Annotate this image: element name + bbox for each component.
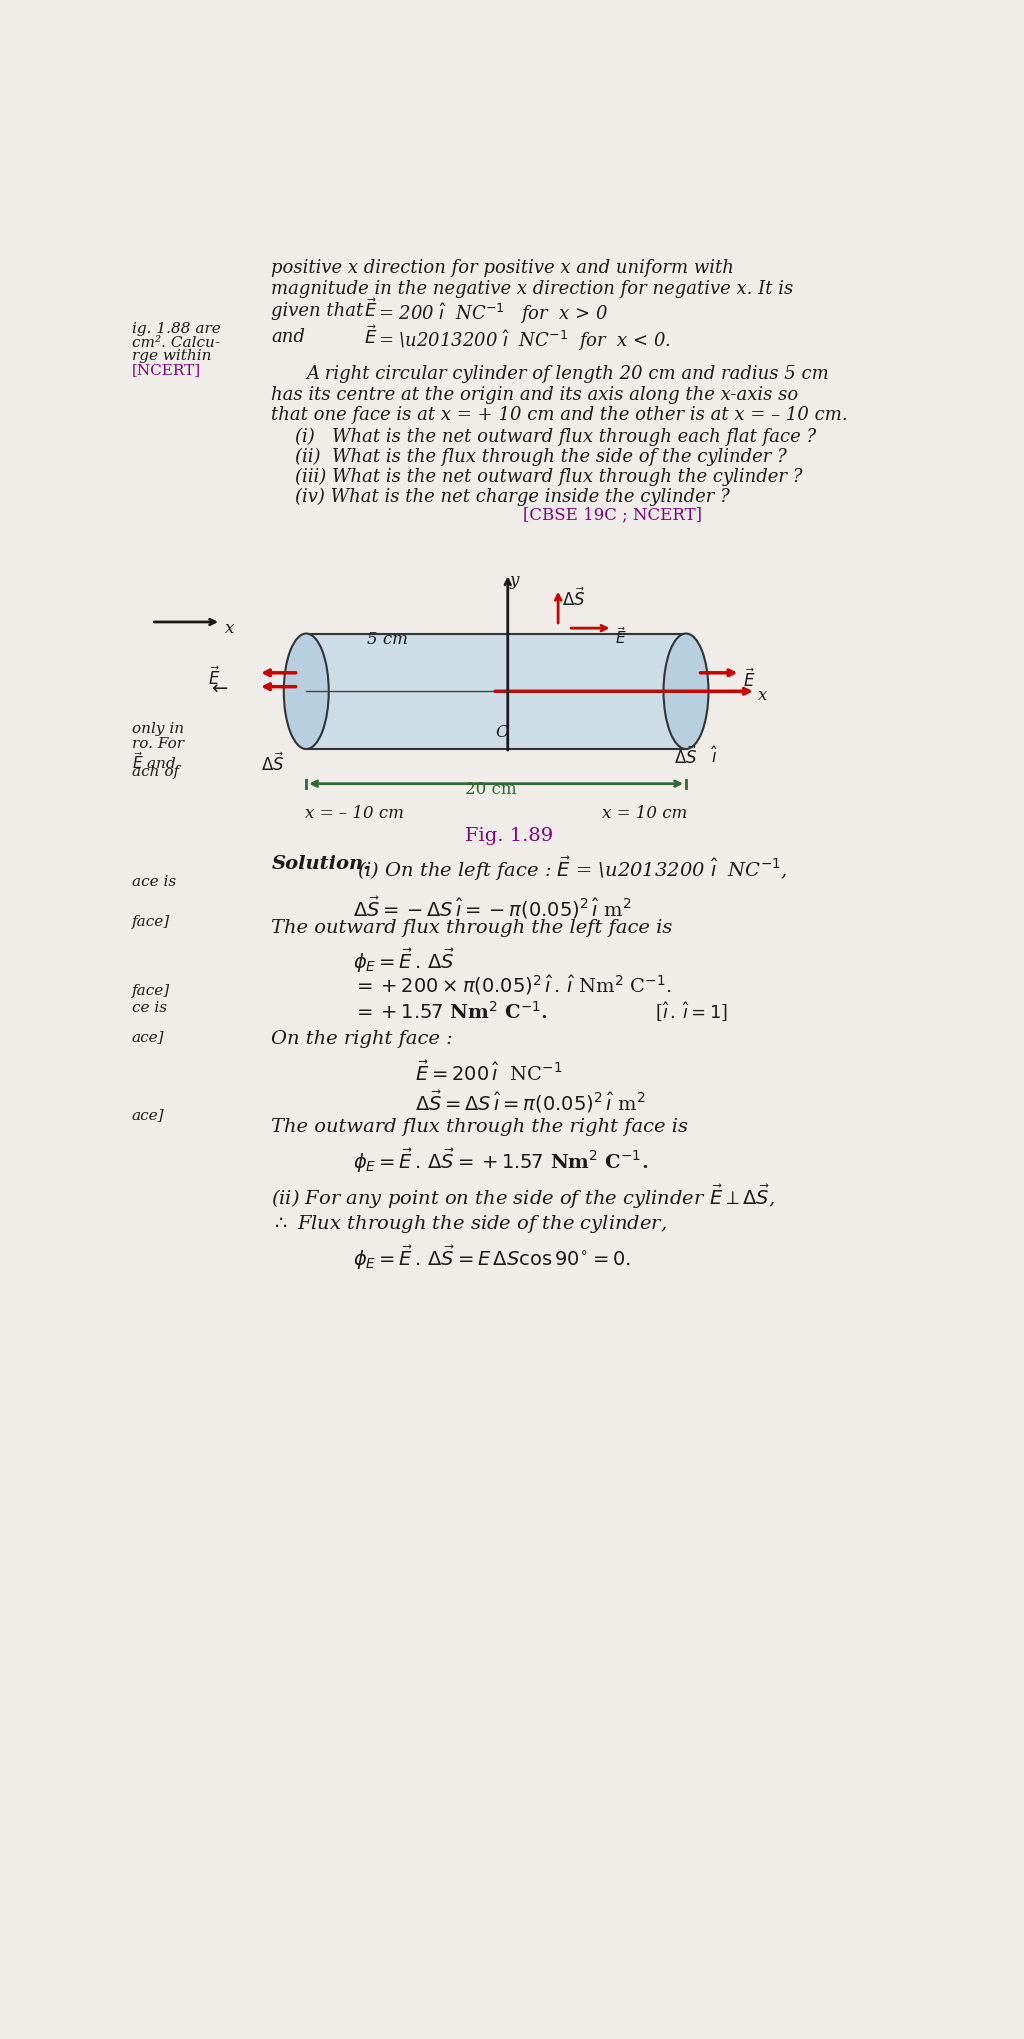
Text: $\phi_E = \vec{E}\,.\,\Delta\vec{S} = +1.57$ Nm$^2$ C$^{-1}$.: $\phi_E = \vec{E}\,.\,\Delta\vec{S} = +1… [352, 1148, 648, 1174]
Text: (i) On the left face : $\vec{E}$ = \u2013200 $\hat{\imath}$  NC$^{-1}$,: (i) On the left face : $\vec{E}$ = \u201… [356, 854, 787, 883]
Text: On the right face :: On the right face : [271, 1030, 454, 1048]
Text: x = – 10 cm: x = – 10 cm [305, 805, 403, 822]
Text: The outward flux through the left face is: The outward flux through the left face i… [271, 920, 673, 938]
Bar [306, 634, 686, 748]
Text: $\vec{E}$: $\vec{E}$ [365, 298, 378, 322]
Text: ace]: ace] [132, 1030, 165, 1044]
Text: has its centre at the origin and its axis along the x-axis so: has its centre at the origin and its axi… [271, 385, 799, 404]
Text: Fig. 1.89: Fig. 1.89 [465, 826, 553, 844]
Ellipse shape [664, 634, 709, 748]
Text: $\hat{\imath}$: $\hat{\imath}$ [711, 746, 718, 767]
Text: only in: only in [132, 722, 184, 736]
Text: x = 10 cm: x = 10 cm [602, 805, 687, 822]
Text: magnitude in the negative x direction for negative x. It is: magnitude in the negative x direction fo… [271, 279, 794, 298]
Text: face]: face] [132, 985, 170, 997]
Text: ce is: ce is [132, 1001, 167, 1015]
Text: $\Delta\vec{S}$: $\Delta\vec{S}$ [261, 752, 285, 775]
Text: ace]: ace] [132, 1109, 165, 1123]
Text: x: x [225, 620, 234, 638]
Text: $\vec{E}$ and: $\vec{E}$ and [132, 750, 176, 773]
Text: $\vec{E}$: $\vec{E}$ [208, 667, 220, 689]
Text: $\vec{E} = 200\,\hat{\imath}$  NC$^{-1}$: $\vec{E} = 200\,\hat{\imath}$ NC$^{-1}$ [415, 1060, 562, 1085]
Text: O: O [496, 724, 509, 740]
Text: [CBSE 19C ; NCERT]: [CBSE 19C ; NCERT] [523, 506, 702, 524]
Text: = 200 $\hat{\imath}$  NC$^{-1}$   for  x > 0: = 200 $\hat{\imath}$ NC$^{-1}$ for x > 0 [378, 302, 608, 326]
Text: $\phi_E = \vec{E}\,.\,\Delta\vec{S}$: $\phi_E = \vec{E}\,.\,\Delta\vec{S}$ [352, 946, 455, 975]
Text: positive x direction for positive x and uniform with: positive x direction for positive x and … [271, 259, 734, 277]
Text: $\Delta\vec{S} = -\Delta S\,\hat{\imath} = -\pi(0.05)^2\,\hat{\imath}$ m$^2$: $\Delta\vec{S} = -\Delta S\,\hat{\imath}… [352, 895, 631, 922]
Text: [$\hat{\imath}\,.\,\hat{\imath} = 1$]: [$\hat{\imath}\,.\,\hat{\imath} = 1$] [655, 1001, 728, 1024]
Text: 20 cm: 20 cm [465, 781, 517, 799]
Text: (i)   What is the net outward flux through each flat face ?: (i) What is the net outward flux through… [295, 428, 816, 447]
Text: given that: given that [271, 302, 364, 320]
Text: (iv) What is the net charge inside the cylinder ?: (iv) What is the net charge inside the c… [295, 487, 729, 506]
Text: (iii) What is the net outward flux through the cylinder ?: (iii) What is the net outward flux throu… [295, 469, 802, 485]
Ellipse shape [284, 634, 329, 748]
Text: $\Delta\vec{S}$: $\Delta\vec{S}$ [674, 746, 697, 769]
Text: = \u2013200 $\hat{\imath}$  NC$^{-1}$  for  x < 0.: = \u2013200 $\hat{\imath}$ NC$^{-1}$ for… [378, 328, 671, 353]
Text: (ii)  What is the flux through the side of the cylinder ?: (ii) What is the flux through the side o… [295, 449, 786, 467]
Text: $\vec{E}$: $\vec{E}$ [365, 324, 378, 347]
Text: $\phi_E = \vec{E}\,.\,\Delta\vec{S} = E\,\Delta S\cos 90^{\circ} = 0.$: $\phi_E = \vec{E}\,.\,\Delta\vec{S} = E\… [352, 1244, 631, 1272]
Text: 5 cm: 5 cm [367, 632, 408, 648]
Text: that one face is at x = + 10 cm and the other is at x = – 10 cm.: that one face is at x = + 10 cm and the … [271, 406, 848, 424]
Text: (ii) For any point on the side of the cylinder $\vec{E}\perp\Delta\vec{S}$,: (ii) For any point on the side of the cy… [271, 1183, 775, 1211]
Text: $\vec{E}$: $\vec{E}$ [614, 626, 627, 646]
Text: $\vec{E}$: $\vec{E}$ [742, 669, 755, 691]
Text: $= + 200\times\pi(0.05)^2\,\hat{\imath}\,.\,\hat{\imath}$ Nm$^2$ C$^{-1}$.: $= + 200\times\pi(0.05)^2\,\hat{\imath}\… [352, 973, 672, 997]
Text: $\leftarrow$: $\leftarrow$ [208, 679, 229, 697]
Text: $\therefore$ Flux through the side of the cylinder,: $\therefore$ Flux through the side of th… [271, 1213, 668, 1234]
Text: $\Delta\vec{S} = \Delta S\,\hat{\imath} = \pi(0.05)^2\,\hat{\imath}$ m$^2$: $\Delta\vec{S} = \Delta S\,\hat{\imath} … [415, 1089, 645, 1115]
Text: A right circular cylinder of length 20 cm and radius 5 cm: A right circular cylinder of length 20 c… [306, 365, 829, 383]
Text: cm². Calcu-: cm². Calcu- [132, 336, 220, 349]
Text: Solution.: Solution. [271, 854, 371, 873]
Text: The outward flux through the right face is: The outward flux through the right face … [271, 1117, 688, 1136]
Text: ace is: ace is [132, 875, 176, 889]
Text: ro. For: ro. For [132, 738, 184, 752]
Text: $= +1.57$ Nm$^2$ C$^{-1}$.: $= +1.57$ Nm$^2$ C$^{-1}$. [352, 1001, 548, 1024]
Text: face]: face] [132, 916, 170, 928]
Text: ach of: ach of [132, 765, 179, 779]
Text: and: and [271, 328, 305, 347]
Text: $\Delta\vec{S}$: $\Delta\vec{S}$ [562, 587, 586, 610]
Text: rge within: rge within [132, 349, 211, 363]
Text: x: x [758, 687, 767, 703]
Text: [NCERT]: [NCERT] [132, 363, 201, 377]
Text: y: y [510, 571, 519, 589]
Text: ig. 1.88 are: ig. 1.88 are [132, 322, 220, 336]
